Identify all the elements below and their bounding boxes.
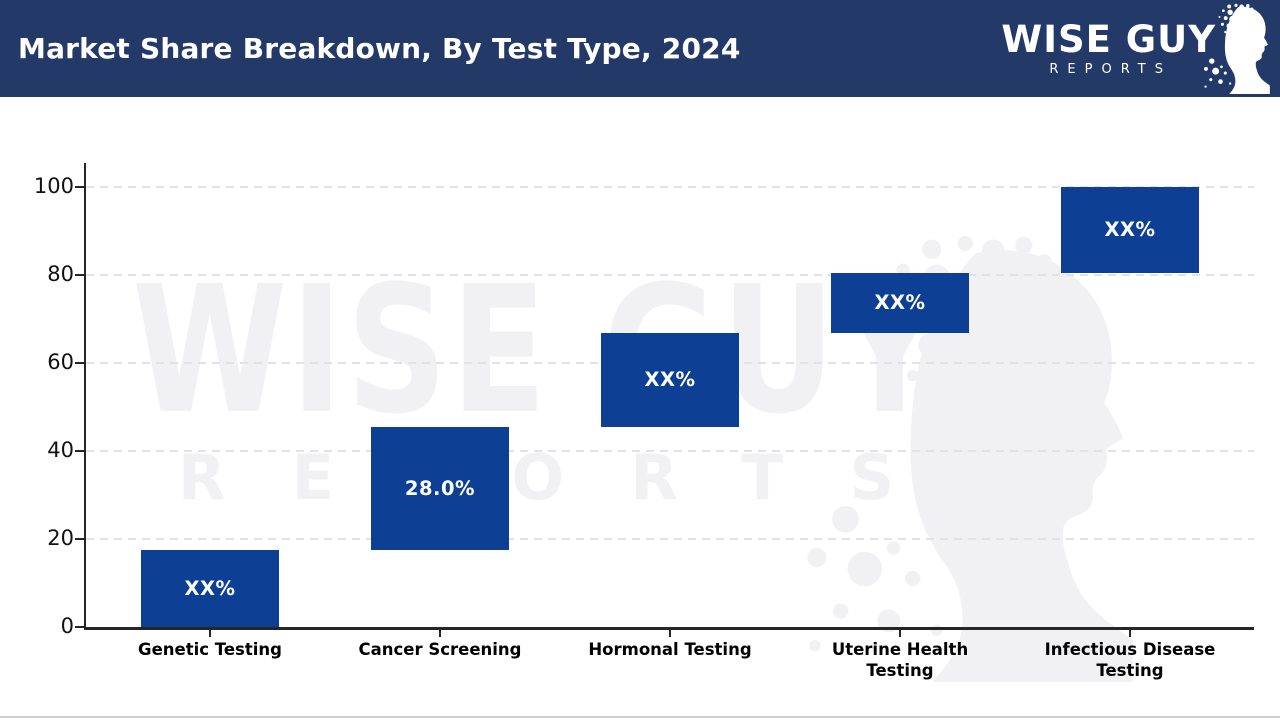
x-tickmark-infectious-disease-testing [1129, 629, 1131, 637]
y-tickmark-20 [75, 538, 84, 540]
bar-label-genetic-testing: XX% [184, 577, 236, 600]
x-axis-spine [84, 627, 1254, 630]
wise-guy-reports-logo: WISE GUY REPORTS [1001, 0, 1270, 97]
y-axis-spine [84, 163, 86, 629]
y-tick-label-80: 80 [47, 262, 74, 286]
bar-label-uterine-health-testing: XX% [874, 291, 926, 315]
x-tickmark-cancer-screening [439, 629, 441, 637]
y-tickmark-40 [75, 450, 84, 452]
bar-label-hormonal-testing: XX% [644, 368, 696, 392]
logo-head-icon [1200, 3, 1270, 94]
bar-label-cancer-screening: 28.0% [404, 476, 476, 500]
bar-cancer-screening: 28.0% [371, 426, 509, 550]
y-tickmark-0 [75, 626, 84, 628]
x-tickmark-genetic-testing [209, 629, 211, 637]
logo-reports-label: REPORTS [1049, 61, 1172, 77]
bar-uterine-health-testing: XX% [831, 272, 969, 334]
gridline-y-40 [86, 450, 1254, 452]
logo-wiseguy-label: WISE GUY [1001, 17, 1216, 61]
x-tick-label-genetic-testing: Genetic Testing [138, 640, 282, 659]
bar-infectious-disease-testing: XX% [1061, 187, 1199, 273]
y-tick-label-20: 20 [47, 526, 74, 550]
y-tick-label-60: 60 [47, 350, 74, 374]
bar-label-infectious-disease-testing: XX% [1104, 218, 1156, 242]
x-tickmark-hormonal-testing [669, 629, 671, 637]
bar-genetic-testing: XX% [141, 550, 279, 627]
y-tick-label-0: 0 [60, 614, 74, 638]
x-tickmark-uterine-health-testing [899, 629, 901, 637]
footer-divider [0, 716, 1280, 718]
x-tick-label-infectious-disease-testing: Infectious Disease Testing [1044, 640, 1216, 680]
x-tick-label-uterine-health-testing: Uterine Health Testing [831, 640, 969, 680]
page-title: Market Share Breakdown, By Test Type, 20… [18, 32, 741, 65]
bar-hormonal-testing: XX% [601, 333, 739, 427]
watermark-wiseguy-text: WISE GUY [132, 248, 944, 453]
header-bar: Market Share Breakdown, By Test Type, 20… [0, 0, 1280, 97]
x-tick-label-hormonal-testing: Hormonal Testing [588, 640, 752, 659]
y-tick-label-40: 40 [47, 438, 74, 462]
gridline-y-80 [86, 274, 1254, 276]
logo-text: WISE GUY REPORTS [1001, 21, 1216, 77]
y-tickmark-80 [75, 274, 84, 276]
watermark-reports-text: REPORTS [178, 441, 961, 514]
gridline-y-100 [86, 186, 1254, 188]
x-tick-label-cancer-screening: Cancer Screening [358, 640, 522, 659]
y-tick-label-100: 100 [33, 174, 74, 198]
y-tickmark-60 [75, 362, 84, 364]
gridline-y-20 [86, 538, 1254, 540]
y-tickmark-100 [75, 186, 84, 188]
